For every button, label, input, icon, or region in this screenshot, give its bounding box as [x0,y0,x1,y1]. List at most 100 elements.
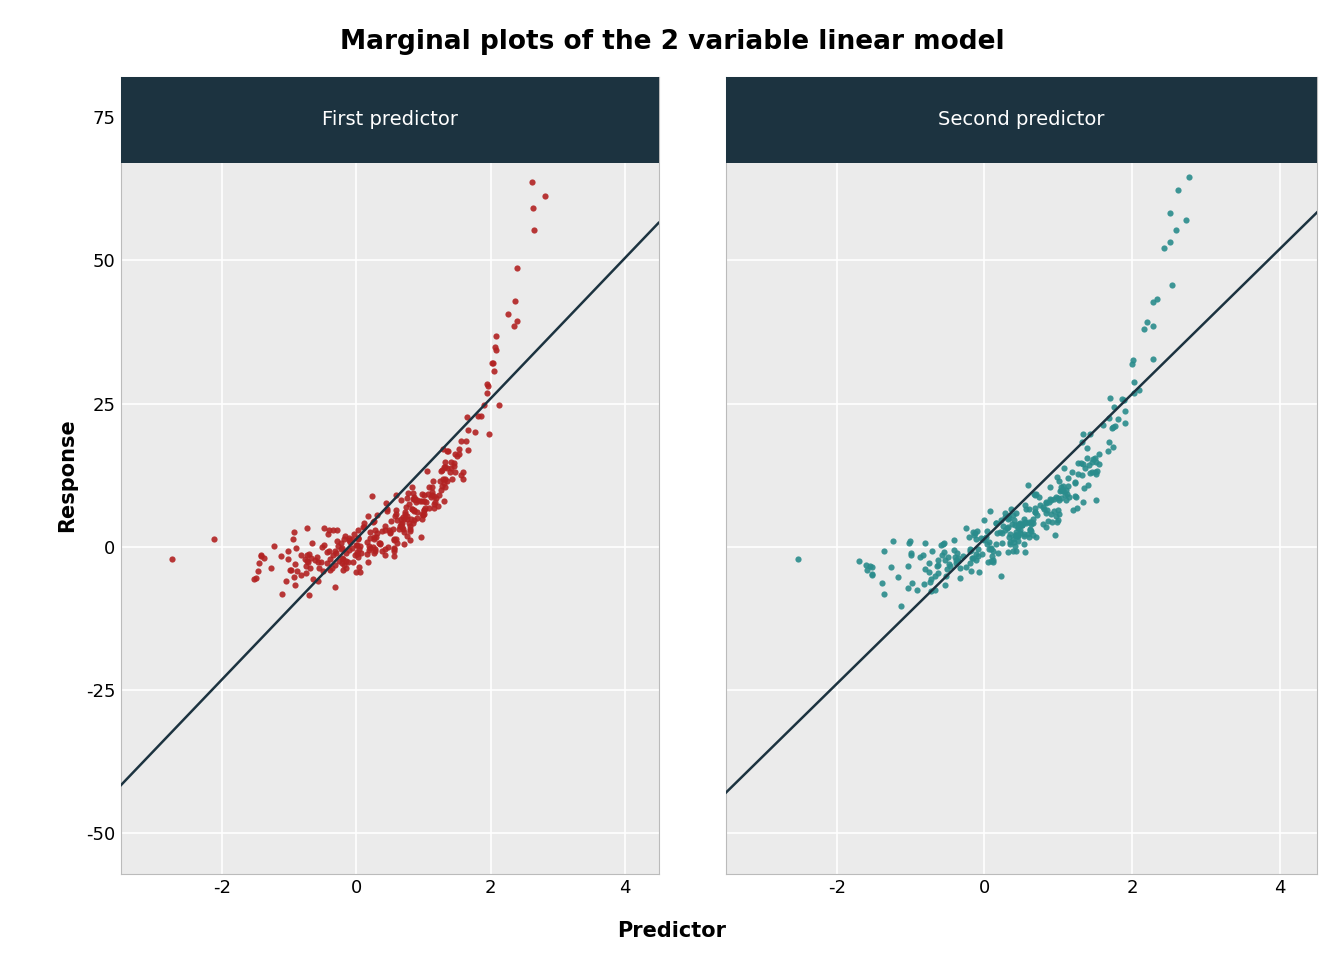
Point [1079,465,1101,480]
Point [340,535,362,550]
Point [1013,529,1035,544]
Point [327,522,348,538]
Point [1013,537,1035,552]
Point [1005,528,1027,543]
Point [413,487,434,502]
Point [900,547,922,563]
Point [1082,454,1103,469]
Point [1023,528,1044,543]
Point [1015,544,1036,560]
Point [1136,315,1157,330]
Point [1121,356,1142,372]
Point [395,499,417,515]
Point [456,409,477,424]
Point [899,534,921,549]
Point [918,564,939,580]
Point [466,408,488,423]
Point [1023,487,1044,502]
Point [343,555,364,570]
Point [434,479,456,494]
Point [962,551,984,566]
Point [296,547,317,563]
Point [1019,521,1040,537]
Point [978,541,1000,557]
Point [1004,539,1025,554]
Point [371,543,392,559]
Point [414,502,435,517]
Point [504,293,526,308]
Point [1032,516,1054,531]
Point [1000,537,1021,552]
Point [862,560,883,575]
Point [859,559,880,574]
Point [1003,508,1024,523]
Point [1013,512,1035,527]
Point [395,504,417,519]
Point [444,455,465,470]
Point [1005,528,1027,543]
Point [427,498,449,514]
Point [977,554,999,569]
Point [281,562,302,577]
Point [464,424,485,440]
Point [401,511,422,526]
Point [298,588,320,603]
Point [1009,516,1031,531]
Point [1047,491,1068,506]
Point [450,433,472,448]
Point [301,550,323,565]
Point [430,482,452,497]
Point [1009,522,1031,538]
Point [1081,465,1102,480]
Point [927,558,949,573]
Point [997,509,1019,524]
Point [1048,507,1070,522]
Point [1017,477,1039,492]
Point [324,579,345,594]
Point [1078,477,1099,492]
Point [347,538,368,553]
Point [1083,450,1105,466]
Point [331,540,352,556]
Point [359,540,380,556]
Point [339,533,360,548]
Point [348,531,370,546]
Point [317,526,339,541]
Bar [726,77,1317,163]
Point [246,571,267,587]
Point [914,577,935,592]
Point [977,537,999,552]
Point [320,551,341,566]
Point [1047,515,1068,530]
Point [985,516,1007,531]
Point [398,486,419,501]
Point [378,540,399,555]
Point [1102,420,1124,435]
Point [243,572,265,588]
Point [925,583,946,598]
Point [414,501,435,516]
Point [358,542,379,558]
Text: First predictor: First predictor [321,110,458,130]
Point [347,531,368,546]
Point [473,397,495,413]
Point [874,587,895,602]
Point [1097,444,1118,459]
Point [535,188,556,204]
Point [788,551,809,566]
Point [402,486,423,501]
Point [362,489,383,504]
Point [1017,526,1039,541]
Point [1040,515,1062,530]
Point [898,581,919,596]
Point [319,543,340,559]
Point [1103,419,1125,434]
Point [1040,507,1062,522]
Point [1129,382,1150,397]
Point [900,545,922,561]
Point [482,363,504,378]
Y-axis label: Response: Response [58,419,78,532]
Point [527,143,548,158]
Point [364,541,386,557]
Bar [121,77,659,163]
